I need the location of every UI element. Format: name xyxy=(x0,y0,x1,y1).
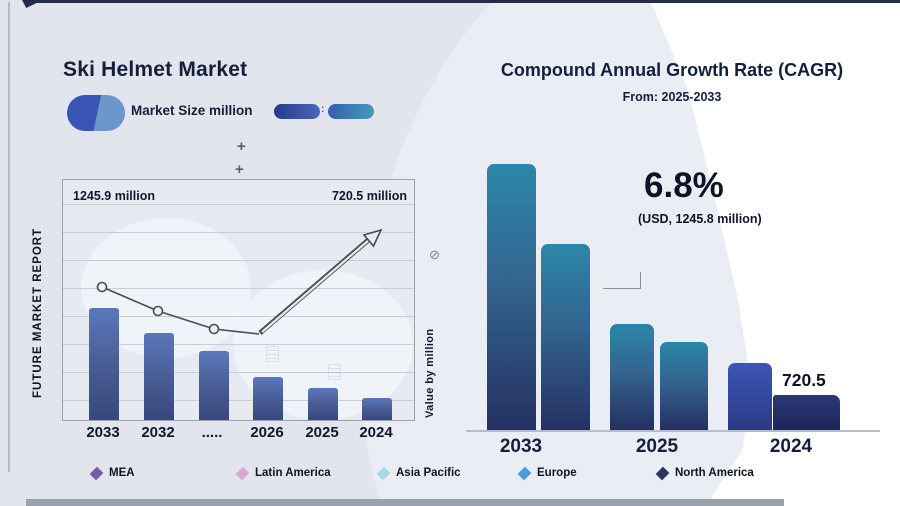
legend-label: Latin America xyxy=(255,467,331,479)
legend-label: Europe xyxy=(537,467,577,479)
start-value-label: 1245.9 million xyxy=(73,189,155,203)
top-frame-line xyxy=(28,0,900,3)
bar-skipped-years xyxy=(199,351,229,420)
chart-gridlines xyxy=(63,204,414,404)
legend-item-latin-america: Latin America xyxy=(235,466,331,480)
trend-line-and-arrow xyxy=(96,228,383,335)
value-by-million-vertical-label: Value by million xyxy=(424,328,436,418)
cagr-value: 6.8% xyxy=(644,166,724,205)
x-label-2025: 2025 xyxy=(305,424,339,441)
ratio-separator: : xyxy=(321,104,325,115)
x-label-2024: 2024 xyxy=(359,424,393,441)
cagr-title: Compound Annual Growth Rate (CAGR) xyxy=(500,60,844,80)
clipboard-watermark-icon xyxy=(266,346,279,362)
bar-2025 xyxy=(308,388,338,420)
bar-2033 xyxy=(89,308,119,420)
cagr-detail: (USD, 1245.8 million) xyxy=(638,212,762,226)
x-label-skipped: ..... xyxy=(201,424,223,441)
cagr-bar-2025-b xyxy=(660,342,708,430)
clipboard-watermark-icon xyxy=(328,364,341,380)
diamond-marker-icon xyxy=(376,466,391,480)
cagr-subtitle: From: 2025-2033 xyxy=(622,90,722,104)
page-title: Ski Helmet Market xyxy=(63,58,248,81)
cagr-bar-2024-a xyxy=(728,363,772,430)
market-size-chart: 1245.9 million 720.5 million xyxy=(62,179,415,421)
cagr-axis-baseline xyxy=(466,430,880,432)
legend-label: Asia Pacific xyxy=(396,467,461,479)
legend-label: North America xyxy=(675,467,754,479)
legend-item-north-america: North America xyxy=(655,466,754,480)
bar-2024 xyxy=(362,398,392,420)
diamond-marker-icon xyxy=(235,466,250,480)
diamond-marker-icon xyxy=(89,466,104,480)
market-size-pill-icon xyxy=(67,95,125,131)
cagr-bar-2033-b xyxy=(541,244,590,430)
cagr-bar-2025-a xyxy=(610,324,654,430)
left-frame-line xyxy=(8,2,10,472)
x-label-2032: 2032 xyxy=(141,424,175,441)
future-market-report-vertical-label: FUTURE MARKET REPORT xyxy=(32,227,44,399)
bar-2032 xyxy=(144,333,174,420)
ratio-pill-right-icon xyxy=(328,104,374,119)
cagr-bar-2024-b xyxy=(773,395,840,430)
end-value-label: 720.5 million xyxy=(331,189,407,203)
circle-slash-icon: ⊘ xyxy=(429,247,440,262)
diamond-marker-icon xyxy=(655,466,670,480)
cagr-x-label-2025: 2025 xyxy=(635,436,679,457)
legend-item-mea: MEA xyxy=(89,466,135,480)
cagr-2024-data-label: 720.5 xyxy=(782,370,826,390)
top-left-corner-accent xyxy=(22,0,36,8)
market-size-label: Market Size million xyxy=(131,103,253,118)
legend-label: MEA xyxy=(109,467,135,479)
legend-item-europe: Europe xyxy=(517,466,577,480)
step-decoration-line xyxy=(603,272,641,289)
cagr-x-label-2024: 2024 xyxy=(769,436,813,457)
cagr-x-label-2033: 2033 xyxy=(499,436,543,457)
plus-icon: + xyxy=(235,161,244,178)
diamond-marker-icon xyxy=(517,466,532,480)
x-label-2026: 2026 xyxy=(250,424,284,441)
legend-item-asia-pacific: Asia Pacific xyxy=(376,466,461,480)
bar-2026 xyxy=(253,377,283,420)
ratio-pill-left-icon xyxy=(274,104,320,119)
x-label-2033: 2033 xyxy=(86,424,120,441)
plus-icon: + xyxy=(237,138,246,155)
cagr-bar-2033-a xyxy=(487,164,536,430)
bottom-frame-line xyxy=(26,499,784,506)
